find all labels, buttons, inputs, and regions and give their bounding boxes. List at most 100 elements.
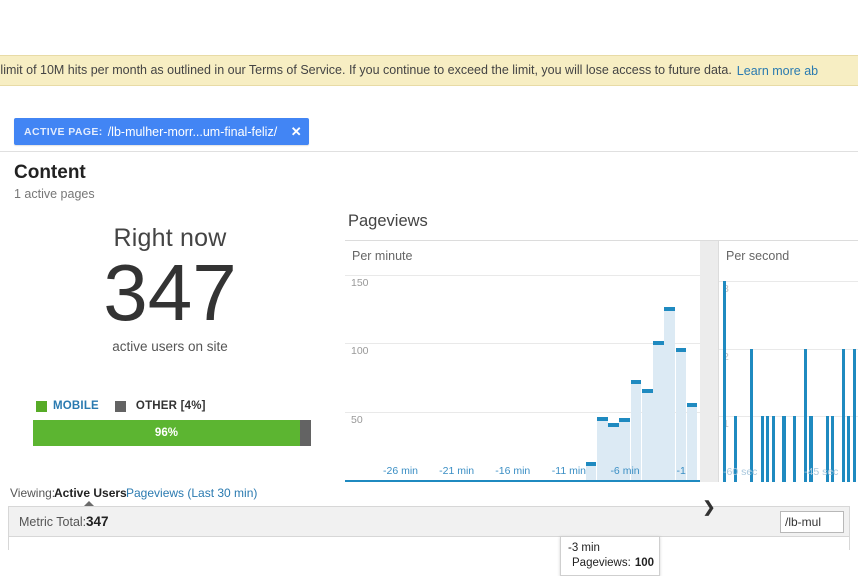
device-breakdown-bar: 96%: [33, 420, 311, 446]
bar-cap: [675, 348, 687, 353]
bar[interactable]: [841, 348, 845, 483]
chart-tooltip: -3 min Pageviews: 100: [560, 536, 660, 576]
per-minute-chart[interactable]: Per minute 50 100 150 -26 min -21 min -16 min…: [345, 241, 700, 483]
gridline: [345, 343, 700, 345]
banner-learn-more-link[interactable]: Learn more ab: [736, 63, 819, 78]
active-page-chip[interactable]: ACTIVE PAGE: /lb-mulher-morr...um-final-…: [14, 118, 310, 145]
tooltip-time: -3 min: [568, 542, 600, 554]
viewing-row: Viewing: Active Users Pageviews (Last 30…: [0, 482, 858, 508]
page-subtitle: 1 active pages: [14, 187, 95, 201]
x-axis-tick-label: -1: [676, 465, 686, 477]
tooltip-series: Pageviews:: [572, 557, 631, 569]
bar-cap: [596, 416, 608, 421]
quota-warning-banner: e limit of 10M hits per month as outline…: [0, 55, 858, 86]
filter-toolbar: ACTIVE PAGE: /lb-mulher-morr...um-final-…: [0, 87, 858, 152]
bar[interactable]: [852, 348, 856, 483]
x-axis-tick-label: -45 sec: [804, 466, 839, 478]
bar[interactable]: [782, 415, 786, 483]
gridline: [345, 411, 700, 413]
bar[interactable]: [750, 348, 754, 483]
tab-pageviews-last-30-min[interactable]: Pageviews (Last 30 min): [126, 486, 258, 500]
per-second-chart[interactable]: Per second 123-60 sec-45 sec: [718, 241, 858, 483]
bar-cap: [619, 417, 631, 422]
gridline: [345, 275, 700, 277]
y-axis-tick-label: 100: [351, 345, 369, 358]
tooltip-value: 100: [634, 557, 654, 569]
page-title: Content: [14, 162, 86, 183]
right-now-title: Right now: [113, 224, 227, 252]
bar[interactable]: [664, 309, 676, 480]
bar[interactable]: [804, 348, 808, 483]
pageviews-charts: Per minute 50 100 150 -26 min -21 min -16 min…: [345, 240, 858, 483]
active-page-chip-label: ACTIVE PAGE:: [24, 125, 103, 138]
active-page-chip-value: /lb-mulher-morr...um-final-feliz/: [107, 124, 278, 139]
bar[interactable]: [847, 415, 851, 483]
x-axis-tick-label: -60 sec: [723, 466, 758, 478]
bar-cap: [608, 423, 619, 428]
pageviews-title: Pageviews: [348, 212, 428, 230]
close-icon[interactable]: ✕: [290, 123, 302, 139]
device-segment-other: [299, 420, 311, 446]
legend-label-mobile: MOBILE: [53, 400, 99, 412]
metric-total-bar: Metric Total: 347 /lb-mul: [8, 506, 850, 537]
pageviews-panel: Pageviews Per minute 50 100 150 -26 min -21 …: [345, 212, 858, 483]
bar[interactable]: [641, 391, 653, 480]
bar[interactable]: [675, 350, 687, 480]
device-legend: MOBILE OTHER [4%]: [36, 400, 206, 412]
metric-total-label: Metric Total:: [19, 515, 87, 529]
bar-cap: [653, 341, 664, 346]
viewing-label: Viewing:: [10, 486, 56, 500]
bar[interactable]: [733, 415, 737, 483]
gridline: [719, 348, 858, 350]
bar-cap: [664, 307, 676, 312]
main-panel: Content 1 active pages Right now 347 act…: [0, 152, 858, 576]
bar[interactable]: [825, 415, 829, 483]
tooltip-row: Pageviews: 100: [568, 557, 654, 569]
legend-swatch-other-icon: [114, 400, 126, 412]
bar[interactable]: [771, 415, 775, 483]
right-now-block: Right now 347 active users on site: [0, 224, 340, 354]
selected-tab-caret-icon: [82, 501, 96, 508]
y-axis-tick-label: 50: [351, 413, 363, 426]
active-users-count: 347: [103, 248, 237, 337]
x-axis-tick-label: -6 min: [610, 465, 640, 477]
legend-label-other: OTHER [4%]: [135, 400, 206, 412]
bar[interactable]: [766, 415, 770, 483]
bar-cap: [686, 402, 698, 407]
bar[interactable]: [809, 415, 813, 483]
device-segment-mobile-label: 96%: [154, 427, 178, 439]
bar[interactable]: [793, 415, 797, 483]
top-spacer: [0, 0, 858, 55]
metric-total-value: 347: [86, 514, 109, 529]
bar[interactable]: [585, 463, 597, 480]
table-search-input[interactable]: /lb-mul: [780, 511, 844, 533]
bar[interactable]: [619, 419, 631, 480]
bar[interactable]: [686, 404, 698, 480]
device-segment-mobile: 96%: [33, 420, 300, 446]
bar-cap: [585, 461, 597, 466]
bar[interactable]: [596, 418, 608, 480]
y-axis-tick-label: 150: [351, 277, 369, 290]
per-minute-axis-line: [345, 480, 700, 483]
bar-cap: [641, 389, 653, 394]
x-axis-tick-label: -21 min: [439, 465, 475, 477]
active-users-caption: active users on site: [112, 339, 228, 354]
legend-swatch-mobile-icon: [36, 400, 47, 412]
gridline: [719, 281, 858, 283]
chevron-right-icon[interactable]: ❯: [702, 499, 716, 516]
bar[interactable]: [608, 425, 619, 480]
bar[interactable]: [723, 281, 727, 483]
tab-active-users[interactable]: Active Users: [54, 486, 127, 500]
bar[interactable]: [760, 415, 764, 483]
bar[interactable]: [653, 343, 664, 480]
bar[interactable]: [831, 415, 835, 483]
gridline: [719, 415, 858, 417]
x-axis-tick-label: -26 min: [383, 465, 419, 477]
bar[interactable]: [630, 381, 642, 480]
chart-divider: [700, 241, 718, 483]
bar-cap: [630, 379, 642, 384]
x-axis-tick-label: -16 min: [495, 465, 531, 477]
table-header-row: [8, 537, 850, 550]
per-second-caption: Per second: [726, 249, 790, 263]
